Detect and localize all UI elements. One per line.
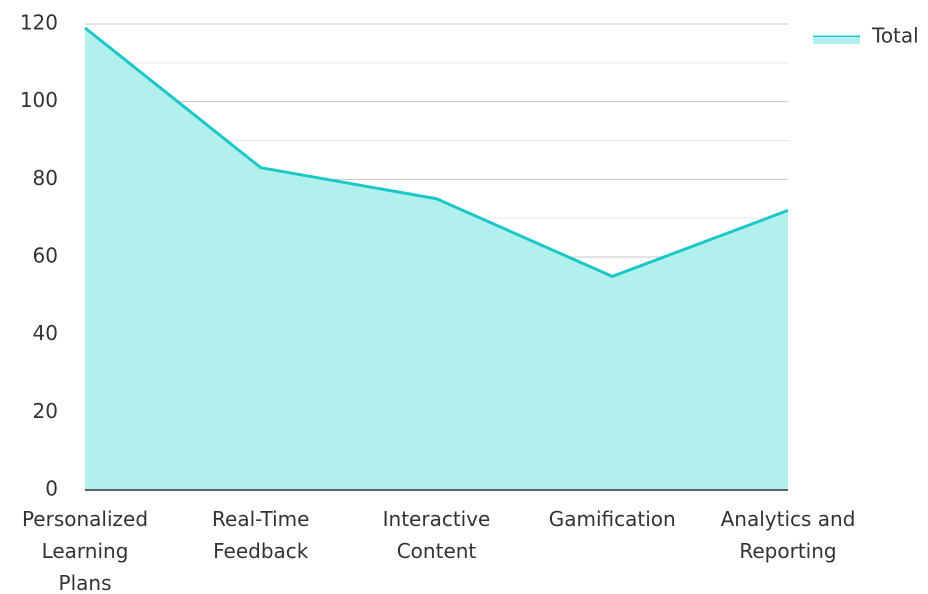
x-tick-label: Real-Time Feedback bbox=[212, 507, 309, 563]
line bbox=[84, 26, 789, 278]
y-tick-label: 100 bbox=[20, 88, 58, 112]
x-tick-label-line: Real-Time bbox=[212, 507, 309, 531]
y-tick-label: 20 bbox=[33, 399, 58, 423]
x-tick-label-line: Learning bbox=[42, 539, 129, 563]
y-tick-label: 80 bbox=[33, 166, 58, 190]
x-tick-label-line: Gamification bbox=[549, 507, 676, 531]
y-tick-label: 120 bbox=[20, 11, 58, 35]
x-tick-label-line: Plans bbox=[59, 571, 112, 594]
area bbox=[85, 27, 788, 491]
x-tick-label-line: Personalized bbox=[22, 507, 148, 531]
legend-label: Total bbox=[871, 24, 919, 48]
x-tick-label: Analytics and Reporting bbox=[721, 507, 856, 563]
x-tick-label-line: Content bbox=[397, 539, 477, 563]
x-tick-label-line: Reporting bbox=[739, 539, 836, 563]
y-tick-label: 40 bbox=[33, 321, 58, 345]
x-tick-label: Personalized Learning Plans bbox=[22, 507, 148, 594]
x-tick-label-line: Analytics and bbox=[721, 507, 856, 531]
y-tick-label: 60 bbox=[33, 244, 58, 268]
x-tick-label: Gamification bbox=[549, 507, 676, 531]
x-tick-label-line: Interactive bbox=[383, 507, 491, 531]
y-tick-label: 0 bbox=[45, 477, 58, 501]
legend-swatch-fill bbox=[813, 37, 860, 44]
x-tick-label-line: Feedback bbox=[213, 539, 309, 563]
x-tick-label: Interactive Content bbox=[383, 507, 491, 563]
